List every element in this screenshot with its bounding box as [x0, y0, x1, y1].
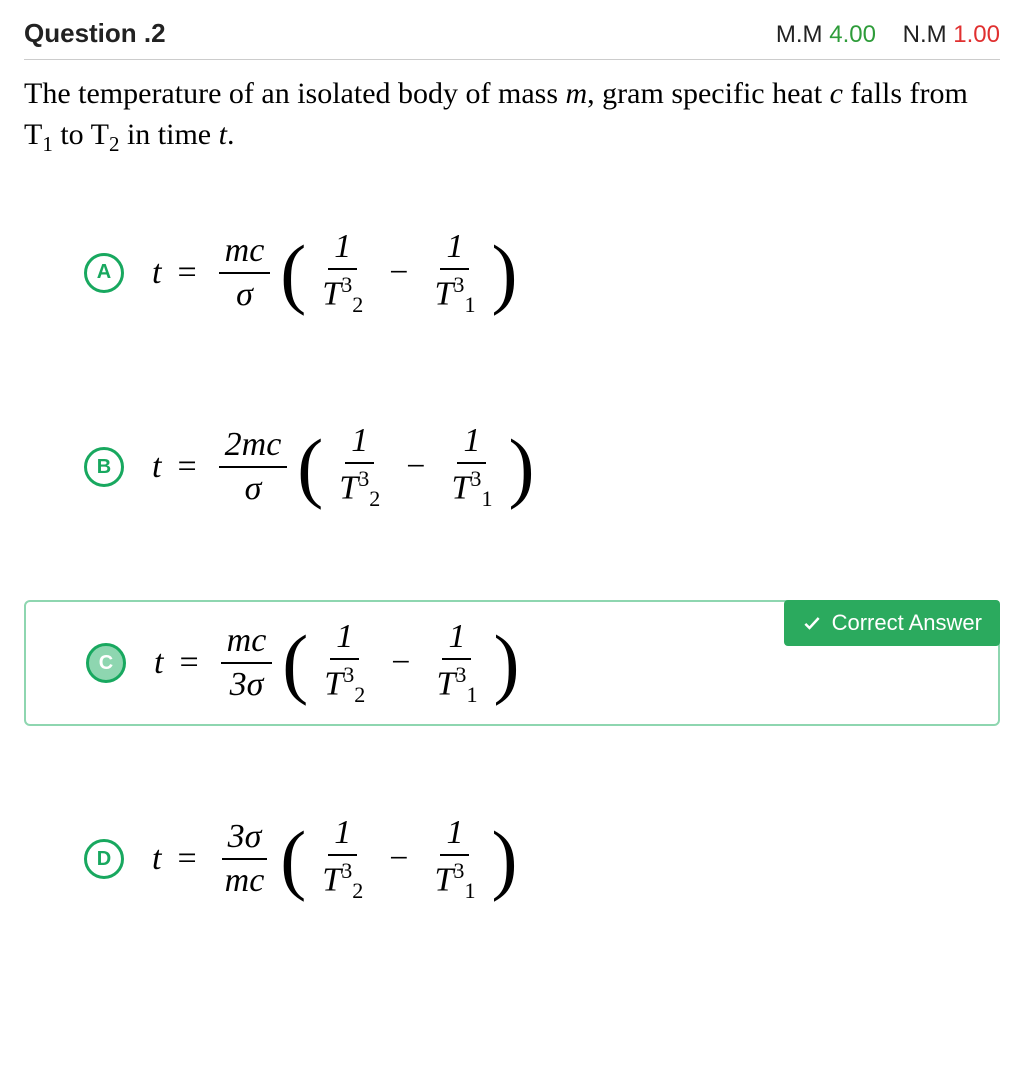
formula-c: t = mc 3σ ( 1 T32 − 1 T31 )	[154, 618, 519, 708]
frac-num: 1	[440, 228, 469, 270]
qtext-part: to T	[53, 118, 109, 151]
term1: 1 T32	[333, 422, 386, 512]
term2: 1 T31	[445, 422, 498, 512]
formula-b: t = 2mc σ ( 1 T32 − 1 T31 )	[152, 422, 534, 512]
equals: =	[177, 448, 196, 486]
lparen-icon: (	[280, 234, 306, 312]
correct-label: Correct Answer	[832, 610, 982, 636]
frac-num: mc	[221, 622, 273, 664]
frac-num: 3σ	[222, 818, 268, 860]
frac-den: T31	[445, 464, 498, 512]
frac-den: T32	[333, 464, 386, 512]
term1: 1 T32	[316, 814, 369, 904]
coeff-frac: mc 3σ	[221, 622, 273, 704]
equals: =	[177, 254, 196, 292]
frac-num: 1	[330, 618, 359, 660]
frac-den: T32	[316, 270, 369, 318]
option-d[interactable]: D t = 3σ mc ( 1 T32 − 1 T31 )	[24, 798, 1000, 920]
question-header: Question .2 M.M 4.00 N.M 1.00	[24, 18, 1000, 60]
coeff-frac: mc σ	[219, 232, 271, 314]
qtext-part: .	[227, 118, 235, 151]
lparen-icon: (	[282, 624, 308, 702]
options-list: A t = mc σ ( 1 T32 − 1 T31 ) B t =	[24, 212, 1000, 921]
lhs: t	[154, 644, 163, 682]
frac-num: 1	[345, 422, 374, 464]
sub-1: 1	[42, 132, 53, 156]
minus: −	[391, 644, 410, 682]
max-marks-label: M.M	[776, 21, 823, 48]
term1: 1 T32	[318, 618, 371, 708]
term1: 1 T32	[316, 228, 369, 318]
minus: −	[389, 840, 408, 878]
coeff-frac: 2mc σ	[219, 426, 288, 508]
var-m: m	[566, 77, 588, 110]
var-c: c	[830, 77, 843, 110]
frac-den: T31	[430, 660, 483, 708]
rparen-icon: )	[509, 428, 535, 506]
coeff-frac: 3σ mc	[219, 818, 271, 900]
question-number: Question .2	[24, 18, 166, 49]
lhs: t	[152, 448, 161, 486]
rparen-icon: )	[492, 234, 518, 312]
frac-num: 1	[440, 814, 469, 856]
frac-den: T32	[318, 660, 371, 708]
neg-marks-value: 1.00	[953, 21, 1000, 48]
option-letter-b: B	[84, 447, 124, 487]
lhs: t	[152, 840, 161, 878]
lhs: t	[152, 254, 161, 292]
option-letter-c: C	[86, 643, 126, 683]
frac-den: T31	[428, 270, 481, 318]
lparen-icon: (	[280, 820, 306, 898]
correct-answer-badge: Correct Answer	[784, 600, 1000, 646]
option-b[interactable]: B t = 2mc σ ( 1 T32 − 1 T31 )	[24, 406, 1000, 528]
qtext-part: , gram specific heat	[587, 77, 829, 110]
frac-den: mc	[219, 860, 271, 900]
minus: −	[406, 448, 425, 486]
term2: 1 T31	[428, 228, 481, 318]
frac-den: T31	[428, 856, 481, 904]
var-t: t	[219, 118, 227, 151]
frac-num: 1	[442, 618, 471, 660]
question-text: The temperature of an isolated body of m…	[24, 74, 1000, 158]
formula-d: t = 3σ mc ( 1 T32 − 1 T31 )	[152, 814, 517, 904]
qtext-part: in time	[119, 118, 218, 151]
minus: −	[389, 254, 408, 292]
qtext-part: The temperature of an isolated body of m…	[24, 77, 566, 110]
equals: =	[179, 644, 198, 682]
frac-den: 3σ	[224, 664, 270, 704]
marks-block: M.M 4.00 N.M 1.00	[776, 21, 1000, 49]
option-letter-d: D	[84, 839, 124, 879]
frac-num: 1	[328, 228, 357, 270]
option-letter-a: A	[84, 253, 124, 293]
lparen-icon: (	[297, 428, 323, 506]
option-c[interactable]: Correct Answer C t = mc 3σ ( 1 T32 − 1 T…	[24, 600, 1000, 726]
frac-num: 1	[328, 814, 357, 856]
frac-num: mc	[219, 232, 271, 274]
sub-2: 2	[109, 132, 120, 156]
neg-marks-label: N.M	[903, 21, 947, 48]
check-icon	[802, 613, 822, 633]
frac-den: σ	[230, 274, 259, 314]
frac-num: 1	[457, 422, 486, 464]
option-a[interactable]: A t = mc σ ( 1 T32 − 1 T31 )	[24, 212, 1000, 334]
formula-a: t = mc σ ( 1 T32 − 1 T31 )	[152, 228, 517, 318]
max-marks-value: 4.00	[829, 21, 876, 48]
term2: 1 T31	[428, 814, 481, 904]
rparen-icon: )	[492, 820, 518, 898]
frac-den: σ	[239, 468, 268, 508]
rparen-icon: )	[494, 624, 520, 702]
term2: 1 T31	[430, 618, 483, 708]
equals: =	[177, 840, 196, 878]
frac-den: T32	[316, 856, 369, 904]
frac-num: 2mc	[219, 426, 288, 468]
